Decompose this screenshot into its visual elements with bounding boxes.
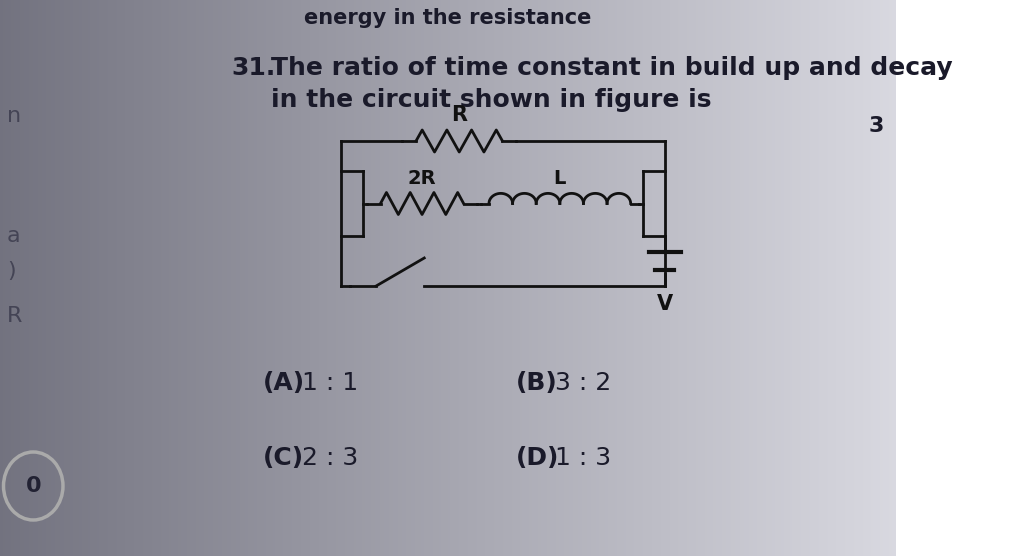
Text: 2 : 3: 2 : 3 [302, 446, 358, 470]
Text: energy in the resistance: energy in the resistance [304, 8, 592, 28]
Text: R: R [7, 306, 23, 326]
Text: 3 : 2: 3 : 2 [555, 371, 611, 395]
Text: 1 : 3: 1 : 3 [555, 446, 611, 470]
Text: n: n [7, 106, 22, 126]
Text: 3: 3 [868, 116, 884, 136]
Text: V: V [656, 294, 673, 314]
Text: (B): (B) [516, 371, 558, 395]
Text: R: R [452, 105, 467, 125]
Text: 0: 0 [26, 476, 41, 496]
Text: in the circuit shown in figure is: in the circuit shown in figure is [271, 88, 712, 112]
Text: 2R: 2R [408, 168, 436, 187]
Text: (C): (C) [262, 446, 303, 470]
Text: a: a [7, 226, 20, 246]
Text: L: L [554, 168, 566, 187]
Text: The ratio of time constant in build up and decay: The ratio of time constant in build up a… [271, 56, 952, 80]
Text: 1 : 1: 1 : 1 [302, 371, 358, 395]
Text: 31.: 31. [231, 56, 276, 80]
Text: (D): (D) [516, 446, 559, 470]
Text: ): ) [7, 261, 15, 281]
Text: (A): (A) [262, 371, 304, 395]
